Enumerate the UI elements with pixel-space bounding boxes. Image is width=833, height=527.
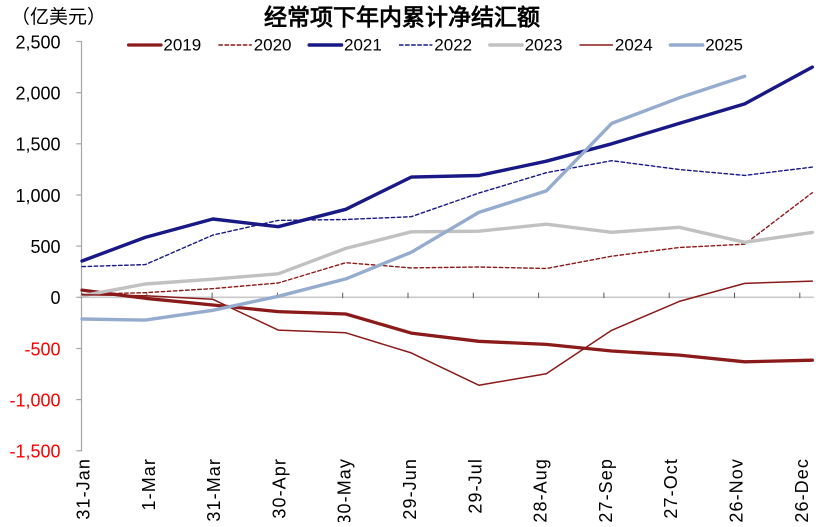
svg-text:29-Jul: 29-Jul: [465, 458, 485, 514]
svg-text:26-Dec: 26-Dec: [792, 458, 812, 522]
svg-text:2022: 2022: [434, 36, 472, 55]
svg-text:2,000: 2,000: [15, 84, 60, 104]
svg-text:-1,500: -1,500: [9, 442, 60, 462]
svg-text:1,500: 1,500: [15, 135, 60, 155]
svg-text:2020: 2020: [254, 36, 292, 55]
svg-text:2023: 2023: [525, 36, 563, 55]
svg-text:2021: 2021: [344, 36, 382, 55]
svg-text:1-Mar: 1-Mar: [139, 458, 159, 511]
svg-text:1,000: 1,000: [15, 186, 60, 206]
svg-text:30-May: 30-May: [335, 458, 355, 522]
svg-text:26-Nov: 26-Nov: [727, 458, 747, 522]
svg-text:28-Aug: 28-Aug: [531, 458, 551, 522]
svg-text:30-Apr: 30-Apr: [269, 458, 289, 519]
svg-text:27-Sep: 27-Sep: [596, 458, 616, 522]
svg-text:500: 500: [30, 237, 60, 257]
svg-text:31-Jan: 31-Jan: [74, 458, 94, 520]
svg-text:-500: -500: [24, 339, 60, 359]
svg-text:0: 0: [50, 288, 60, 308]
svg-text:29-Jun: 29-Jun: [400, 458, 420, 520]
svg-text:27-Oct: 27-Oct: [661, 458, 681, 519]
svg-text:（亿美元）: （亿美元）: [11, 6, 106, 28]
svg-text:经常项下年内累计净结汇额: 经常项下年内累计净结汇额: [264, 4, 540, 30]
svg-text:2025: 2025: [705, 36, 743, 55]
svg-text:2019: 2019: [163, 36, 201, 55]
svg-text:2024: 2024: [615, 36, 653, 55]
svg-text:2,500: 2,500: [15, 32, 60, 52]
svg-text:-1,000: -1,000: [9, 390, 60, 410]
svg-text:31-Mar: 31-Mar: [204, 458, 224, 522]
